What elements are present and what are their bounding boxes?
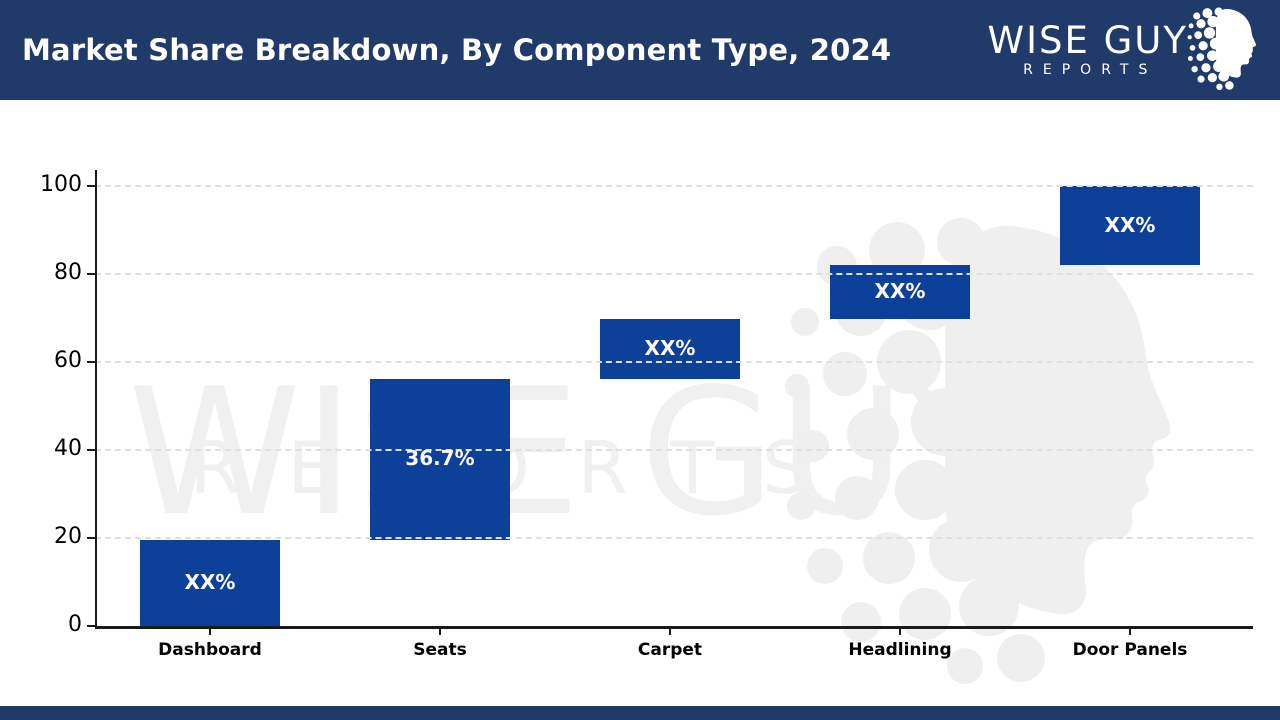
x-tick-4 [1129,626,1131,635]
logo-text: WISE GUY REPORTS [988,22,1188,78]
y-tick-60 [87,361,95,363]
y-tick-0 [87,625,95,627]
category-label-dashboard: Dashboard [158,640,262,660]
y-tick-label-60: 60 [54,348,82,373]
bar-label-seats: 36.7% [405,446,475,471]
y-tick-80 [87,273,95,275]
header-bar: Market Share Breakdown, By Component Typ… [0,0,1280,100]
category-label-headlining: Headlining [848,640,952,660]
y-tick-label-100: 100 [40,172,82,197]
gridline-y-40 [95,449,1253,451]
gridline-y-60 [95,361,1253,363]
bar-label-door-panels: XX% [1104,212,1156,237]
bar-label-dashboard: XX% [184,570,236,595]
logo-subtitle: REPORTS [1023,62,1158,78]
category-label-seats: Seats [413,640,467,660]
bar-carpet [600,318,740,379]
footer-bar [0,706,1280,720]
bar-label-headlining: XX% [874,279,926,304]
gridline-y-100 [95,185,1253,187]
y-tick-label-0: 0 [68,612,82,637]
y-tick-40 [87,449,95,451]
y-axis-line [95,170,97,628]
x-tick-0 [209,626,211,635]
gridline-y-80 [95,273,1253,275]
dotted-head-icon [1187,7,1256,91]
y-tick-label-20: 20 [54,524,82,549]
category-label-door-panels: Door Panels [1072,640,1188,660]
y-tick-label-80: 80 [54,260,82,285]
bar-label-carpet: XX% [644,335,696,360]
bar-door-panels [1060,186,1200,266]
x-axis-line [95,626,1253,629]
category-label-carpet: Carpet [637,640,703,660]
bar-seats [370,378,510,541]
logo-wordmark: WISE GUY [987,19,1188,62]
wise-guy-reports-logo: WISE GUY REPORTS [988,7,1280,93]
x-tick-2 [669,626,671,635]
y-tick-100 [87,185,95,187]
page-title: Market Share Breakdown, By Component Typ… [22,33,892,67]
chart-canvas: WISE GUY REPORTS 0 20 40 60 80 100 XX% Dashboar… [0,100,1280,706]
y-tick-20 [87,537,95,539]
bar-dashboard [140,540,280,626]
watermark-subtitle: REPORTS [190,426,857,510]
x-tick-3 [899,626,901,635]
y-tick-label-40: 40 [54,436,82,461]
x-tick-1 [439,626,441,635]
gridline-y-20 [95,537,1253,539]
